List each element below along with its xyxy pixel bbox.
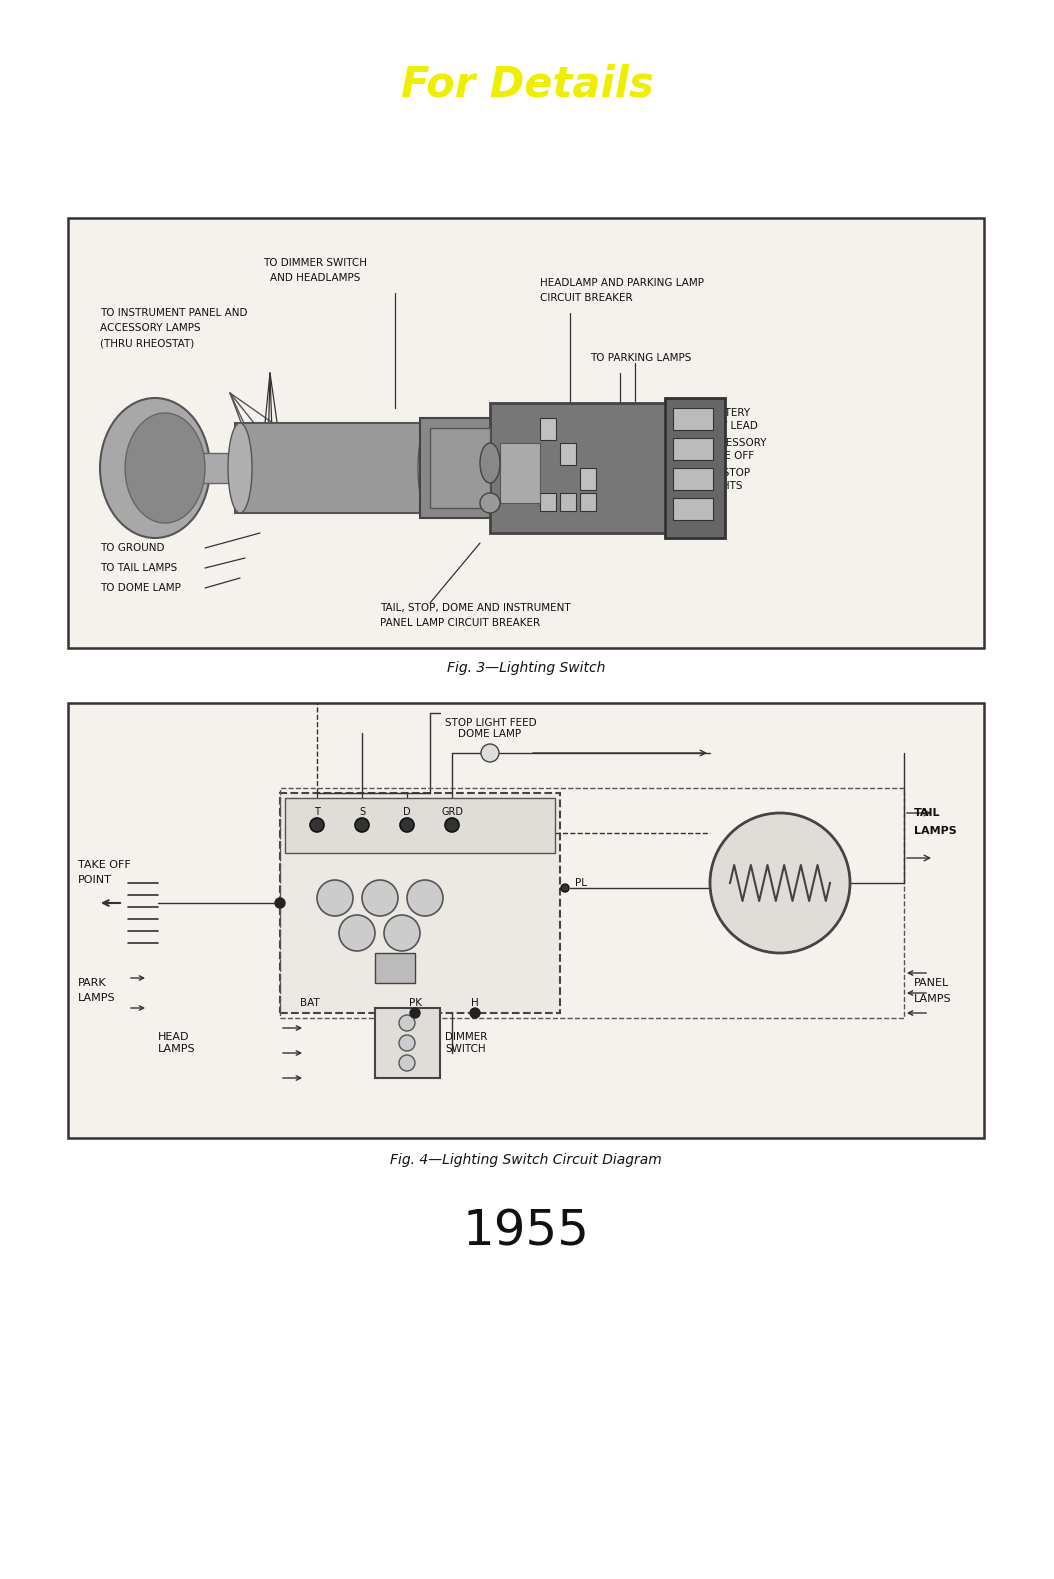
Text: D: D — [404, 807, 411, 816]
Bar — [375, 1007, 440, 1078]
Ellipse shape — [470, 1007, 480, 1018]
Text: TAIL: TAIL — [914, 808, 940, 818]
Text: (THRU RHEOSTAT): (THRU RHEOSTAT) — [100, 338, 194, 347]
Bar — [500, 444, 540, 504]
Ellipse shape — [407, 880, 443, 916]
Ellipse shape — [228, 423, 252, 513]
Text: TAKE OFF: TAKE OFF — [705, 452, 754, 461]
Ellipse shape — [401, 818, 414, 832]
Bar — [560, 493, 575, 512]
Bar — [540, 418, 557, 441]
Text: ACCESSORY LAMPS: ACCESSORY LAMPS — [100, 324, 200, 333]
Text: S: S — [359, 807, 365, 816]
Ellipse shape — [410, 1007, 419, 1018]
Text: LAMPS: LAMPS — [78, 993, 116, 1003]
Ellipse shape — [481, 744, 499, 763]
Text: PANEL: PANEL — [914, 977, 950, 988]
Bar — [195, 453, 255, 483]
Text: LAMPS: LAMPS — [914, 995, 952, 1004]
Text: LAMPS: LAMPS — [914, 826, 957, 835]
Ellipse shape — [317, 880, 353, 916]
Text: PANEL LAMP CIRCUIT BREAKER: PANEL LAMP CIRCUIT BREAKER — [380, 617, 540, 628]
Text: TO DOME LAMP: TO DOME LAMP — [100, 583, 181, 594]
Text: HEAD
LAMPS: HEAD LAMPS — [158, 1033, 196, 1053]
Bar — [69, 703, 984, 1138]
Text: LIGHTS: LIGHTS — [705, 482, 742, 491]
Text: STOP LIGHT FEED: STOP LIGHT FEED — [445, 718, 536, 728]
Bar — [235, 423, 435, 513]
Ellipse shape — [445, 818, 458, 832]
Ellipse shape — [418, 423, 442, 513]
Text: PK: PK — [409, 998, 422, 1007]
Ellipse shape — [355, 818, 369, 832]
Text: PL: PL — [575, 878, 587, 887]
Bar — [674, 437, 713, 459]
Bar — [580, 493, 596, 512]
Text: TO PARKING LAMPS: TO PARKING LAMPS — [590, 354, 691, 363]
Ellipse shape — [339, 914, 375, 951]
Text: TAIL, STOP, DOME AND INSTRUMENT: TAIL, STOP, DOME AND INSTRUMENT — [380, 603, 570, 613]
Ellipse shape — [399, 1055, 415, 1071]
Ellipse shape — [480, 444, 500, 483]
Bar — [674, 497, 713, 519]
Text: Fig. 3—Lighting Switch: Fig. 3—Lighting Switch — [447, 662, 605, 674]
Text: POINT: POINT — [78, 875, 112, 884]
Bar — [540, 493, 557, 512]
Text: GRD: GRD — [441, 807, 463, 816]
Bar — [280, 788, 904, 1018]
Ellipse shape — [100, 398, 210, 538]
Ellipse shape — [399, 1015, 415, 1031]
Text: TO DIMMER SWITCH: TO DIMMER SWITCH — [264, 257, 367, 268]
Text: TO INSTRUMENT PANEL AND: TO INSTRUMENT PANEL AND — [100, 308, 248, 317]
Text: DIMMER
SWITCH: DIMMER SWITCH — [445, 1033, 487, 1053]
Bar — [280, 793, 560, 1014]
Text: DOME LAMP: DOME LAMP — [458, 729, 522, 739]
Ellipse shape — [384, 914, 419, 951]
Text: BATTERY: BATTERY — [705, 407, 750, 418]
Bar — [490, 403, 670, 534]
Bar — [430, 428, 490, 508]
Text: TAKE OFF: TAKE OFF — [78, 861, 131, 870]
Bar — [580, 467, 596, 489]
Ellipse shape — [480, 493, 500, 513]
Ellipse shape — [125, 414, 204, 523]
Text: TO TAIL LAMPS: TO TAIL LAMPS — [100, 564, 177, 573]
Text: HOT LEAD: HOT LEAD — [705, 422, 758, 431]
Text: PARK: PARK — [78, 977, 106, 988]
Text: T: T — [314, 807, 320, 816]
Bar — [375, 954, 415, 984]
Bar — [674, 407, 713, 429]
Text: TO GROUND: TO GROUND — [100, 543, 164, 553]
Text: CIRCUIT BREAKER: CIRCUIT BREAKER — [540, 294, 632, 303]
Text: ACCESSORY: ACCESSORY — [705, 437, 767, 448]
Text: TO STOP: TO STOP — [705, 467, 750, 478]
Bar — [285, 797, 555, 853]
Ellipse shape — [710, 813, 850, 954]
Text: AND HEADLAMPS: AND HEADLAMPS — [270, 273, 360, 283]
Ellipse shape — [310, 818, 324, 832]
Bar — [560, 444, 575, 464]
Bar — [674, 467, 713, 489]
Text: CLICK HERE: CLICK HERE — [476, 27, 578, 41]
Text: HEADLAMP AND PARKING LAMP: HEADLAMP AND PARKING LAMP — [540, 278, 704, 287]
Text: BAT: BAT — [300, 998, 319, 1007]
Text: Fig. 4—Lighting Switch Circuit Diagram: Fig. 4—Lighting Switch Circuit Diagram — [390, 1153, 662, 1167]
Ellipse shape — [399, 1034, 415, 1052]
Ellipse shape — [561, 884, 569, 892]
Bar — [419, 418, 500, 518]
Text: For Details: For Details — [401, 63, 653, 106]
Ellipse shape — [362, 880, 398, 916]
Bar — [665, 398, 725, 538]
Text: 1955: 1955 — [463, 1208, 589, 1255]
Ellipse shape — [275, 898, 285, 908]
Text: H: H — [471, 998, 479, 1007]
Bar — [69, 218, 984, 647]
